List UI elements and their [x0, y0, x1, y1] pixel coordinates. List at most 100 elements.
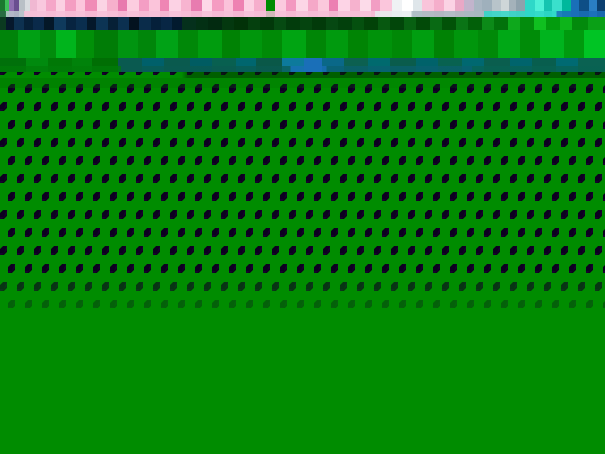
diagonal-dash-icon: [365, 264, 372, 273]
diagonal-dash-icon: [42, 300, 49, 309]
diagonal-dash-icon: [510, 102, 517, 111]
diagonal-dash-icon: [212, 300, 219, 309]
pink-noise-cell: [525, 0, 535, 17]
pink-noise-cell: [181, 0, 191, 17]
diagonal-dash-icon: [442, 102, 449, 111]
diagonal-dash-icon: [476, 210, 483, 219]
diagonal-dash-icon: [119, 282, 126, 291]
diagonal-dash-icon: [433, 156, 440, 165]
diagonal-dash-icon: [187, 174, 194, 183]
diagonal-dash-icon: [382, 264, 389, 273]
diagonal-dash-icon: [178, 192, 185, 201]
diagonal-dash-icon: [518, 264, 525, 273]
diagonal-dash-icon: [161, 192, 168, 201]
diagonal-dash-icon: [586, 264, 593, 273]
navy-noise-cell: [390, 17, 404, 30]
diagonal-dash-icon: [195, 192, 202, 201]
diagonal-dash-icon: [280, 120, 287, 129]
diagonal-dash-icon: [110, 120, 117, 129]
diagonal-dash-icon: [365, 84, 372, 93]
diagonal-dash-icon: [136, 282, 143, 291]
green-noise-cell: [478, 30, 498, 58]
diagonal-dash-icon: [136, 246, 143, 255]
diagonal-dash-icon: [408, 282, 415, 291]
diagonal-dash-icon: [578, 282, 585, 291]
navy-noise-cell: [494, 17, 508, 30]
pink-noise-cell: [139, 0, 149, 17]
diagonal-dash-icon: [59, 84, 66, 93]
diagonal-dash-icon: [467, 228, 474, 237]
navy-noise-cell: [442, 17, 456, 30]
diagonal-dash-icon: [34, 246, 41, 255]
diagonal-dash-icon: [348, 300, 355, 309]
diagonal-dash-icon: [442, 138, 449, 147]
diagonal-dash-icon: [0, 102, 7, 111]
diagonal-dash-icon: [459, 174, 466, 183]
diagonal-dash-icon: [246, 120, 253, 129]
navy-noise-cell: [286, 17, 300, 30]
diagonal-dash-icon: [119, 138, 126, 147]
navy-noise-cell: [208, 17, 222, 30]
diagonal-dash-icon: [374, 102, 381, 111]
pink-noise-band: [0, 0, 605, 17]
green-noise-band: [0, 30, 605, 58]
diagonal-dash-icon: [561, 138, 568, 147]
diagonal-dash-icon: [297, 156, 304, 165]
navy-noise-cell: [260, 17, 274, 30]
dash-texture-row: [0, 261, 605, 279]
navy-noise-cell: [161, 17, 172, 30]
diagonal-dash-icon: [569, 264, 576, 273]
diagonal-dash-icon: [263, 192, 270, 201]
diagonal-dash-icon: [484, 120, 491, 129]
diagonal-dash-icon: [195, 264, 202, 273]
diagonal-dash-icon: [17, 174, 24, 183]
diagonal-dash-icon: [238, 174, 245, 183]
diagonal-dash-icon: [297, 120, 304, 129]
diagonal-dash-icon: [51, 210, 58, 219]
green-noise-cell: [262, 30, 282, 58]
pink-noise-cell: [275, 0, 286, 17]
diagonal-dash-icon: [306, 246, 313, 255]
diagonal-dash-icon: [493, 102, 500, 111]
diagonal-dash-icon: [331, 264, 338, 273]
diagonal-dash-icon: [595, 174, 602, 183]
diagonal-dash-icon: [365, 228, 372, 237]
diagonal-dash-icon: [25, 264, 32, 273]
pink-noise-cell: [9, 0, 14, 17]
diagonal-dash-icon: [51, 102, 58, 111]
diagonal-dash-icon: [450, 84, 457, 93]
pink-noise-cell: [455, 0, 464, 17]
diagonal-dash-icon: [399, 300, 406, 309]
dash-texture-field: [0, 63, 605, 315]
diagonal-dash-icon: [25, 300, 32, 309]
pink-noise-cell: [308, 0, 318, 17]
diagonal-dash-icon: [297, 228, 304, 237]
navy-noise-cell: [44, 17, 54, 30]
diagonal-dash-icon: [59, 300, 66, 309]
pink-noise-cell: [149, 0, 160, 17]
diagonal-dash-icon: [212, 84, 219, 93]
pink-noise-cell: [19, 0, 25, 17]
diagonal-dash-icon: [510, 138, 517, 147]
navy-noise-cell: [54, 17, 66, 30]
diagonal-dash-icon: [331, 120, 338, 129]
diagonal-dash-icon: [535, 84, 542, 93]
diagonal-dash-icon: [442, 282, 449, 291]
diagonal-dash-icon: [552, 120, 559, 129]
diagonal-dash-icon: [110, 84, 117, 93]
diagonal-dash-icon: [153, 102, 160, 111]
diagonal-dash-icon: [544, 138, 551, 147]
diagonal-dash-icon: [136, 102, 143, 111]
diagonal-dash-icon: [365, 192, 372, 201]
diagonal-dash-icon: [527, 174, 534, 183]
diagonal-dash-icon: [603, 264, 605, 273]
diagonal-dash-icon: [229, 192, 236, 201]
diagonal-dash-icon: [136, 210, 143, 219]
pink-noise-cell: [509, 0, 516, 17]
diagonal-dash-icon: [76, 84, 83, 93]
diagonal-dash-icon: [170, 210, 177, 219]
diagonal-dash-icon: [595, 246, 602, 255]
navy-noise-cell: [300, 17, 312, 30]
navy-noise-cell: [312, 17, 326, 30]
navy-noise-band: [0, 17, 605, 30]
